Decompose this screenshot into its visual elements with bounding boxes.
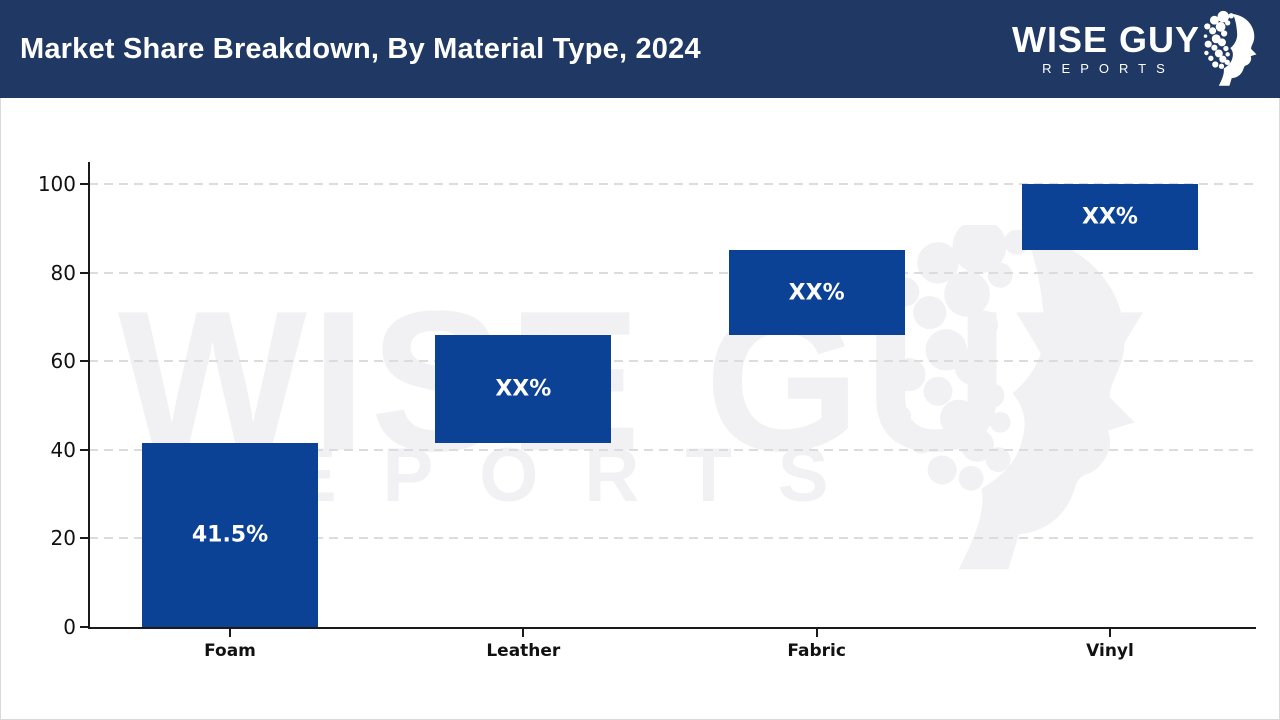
gridline-20 — [89, 537, 1256, 540]
x-tick-label-foam: Foam — [204, 641, 256, 661]
y-tick-mark-80 — [80, 271, 89, 274]
x-tick-label-leather: Leather — [486, 641, 561, 661]
x-tick-mark-leather — [522, 629, 525, 637]
y-tick-label-80: 80 — [50, 260, 76, 285]
y-tick-label-60: 60 — [50, 349, 76, 374]
bar-label-vinyl: XX% — [1082, 204, 1138, 230]
x-tick-mark-vinyl — [1108, 629, 1111, 637]
gridline-80 — [89, 271, 1256, 274]
chart-title: Market Share Breakdown, By Material Type… — [20, 32, 701, 65]
logo-reports-label: REPORTS — [1042, 61, 1175, 76]
y-tick-label-0: 0 — [63, 615, 76, 639]
y-tick-label-100: 100 — [37, 172, 76, 196]
y-tick-mark-100 — [80, 183, 89, 185]
y-tick-mark-40 — [80, 448, 89, 451]
bar-label-fabric: XX% — [788, 280, 845, 306]
x-axis-spine — [88, 627, 1256, 629]
wiseguy-logo: WISE GUY REPORTS — [1012, 10, 1264, 88]
y-tick-label-40: 40 — [50, 437, 76, 462]
wiseguy-logo-text: WISE GUY REPORTS — [1011, 19, 1200, 77]
x-tick-mark-fabric — [815, 629, 818, 637]
x-tick-label-vinyl: Vinyl — [1086, 641, 1134, 661]
gridline-100 — [89, 183, 1256, 185]
bar-foam — [142, 443, 318, 627]
bar-fabric — [728, 250, 905, 335]
header-band: Market Share Breakdown, By Material Type… — [0, 0, 1280, 98]
x-tick-label-fabric: Fabric — [787, 641, 846, 661]
bar-label-leather: XX% — [495, 376, 552, 402]
y-tick-mark-60 — [80, 360, 89, 363]
bar-label-foam: 41.5% — [191, 522, 269, 548]
watermark-head-icon — [888, 225, 1135, 570]
bar-vinyl — [1021, 184, 1198, 251]
y-tick-mark-20 — [80, 537, 89, 540]
bar-leather — [435, 334, 612, 444]
y-axis-spine — [88, 162, 90, 629]
gridline-40 — [89, 448, 1256, 451]
gridline-60 — [89, 360, 1256, 363]
x-tick-mark-foam — [229, 629, 231, 637]
y-tick-label-20: 20 — [50, 526, 76, 551]
wiseguy-head-icon — [1203, 10, 1257, 86]
y-tick-mark-0 — [80, 626, 89, 628]
logo-wiseguy-label: WISE GUY — [1011, 19, 1200, 60]
